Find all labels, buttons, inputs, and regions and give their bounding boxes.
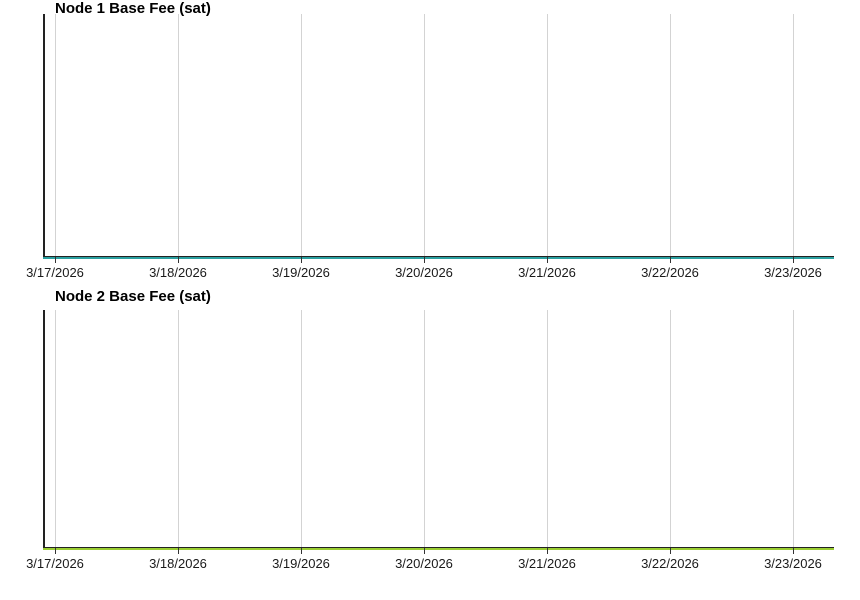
x-axis-line bbox=[43, 256, 834, 257]
vertical-gridline bbox=[547, 14, 548, 256]
x-axis-tick bbox=[178, 257, 179, 263]
plot-area: 3/17/2026 3/18/2026 3/19/2026 3/20/2026 3/21… bbox=[26, 310, 834, 571]
vertical-gridline bbox=[670, 14, 671, 256]
vertical-gridline bbox=[55, 14, 56, 256]
x-axis-tick bbox=[301, 257, 302, 263]
x-axis-label: 3/21/2026 bbox=[518, 265, 576, 280]
x-axis-label: 3/18/2026 bbox=[149, 556, 207, 571]
x-axis-tick bbox=[424, 257, 425, 263]
x-axis-tick bbox=[670, 257, 671, 263]
x-axis-tick bbox=[178, 548, 179, 554]
vertical-gridline bbox=[547, 310, 548, 547]
x-axis-label: 3/22/2026 bbox=[641, 265, 699, 280]
x-axis-tick bbox=[670, 548, 671, 554]
vertical-gridline bbox=[301, 14, 302, 256]
x-axis-label: 3/23/2026 bbox=[764, 265, 822, 280]
plot-area: 3/17/2026 3/18/2026 3/19/2026 3/20/2026 3/21… bbox=[26, 14, 834, 280]
x-axis-tick bbox=[793, 257, 794, 263]
x-axis-label: 3/23/2026 bbox=[764, 556, 822, 571]
x-axis-tick bbox=[55, 257, 56, 263]
x-axis-label: 3/22/2026 bbox=[641, 556, 699, 571]
chart-title-node1: Node 1 Base Fee (sat) bbox=[55, 0, 211, 17]
x-axis-label: 3/17/2026 bbox=[26, 265, 84, 280]
x-axis-label: 3/18/2026 bbox=[149, 265, 207, 280]
node1-base-fee-chart: Node 1 Base Fee (sat) 3/17/2026 3/18/2026… bbox=[0, 0, 860, 285]
vertical-gridline bbox=[301, 310, 302, 547]
x-axis-tick bbox=[301, 548, 302, 554]
x-axis-label: 3/20/2026 bbox=[395, 265, 453, 280]
x-axis-tick bbox=[793, 548, 794, 554]
chart-title-node2: Node 2 Base Fee (sat) bbox=[55, 288, 211, 305]
vertical-gridline bbox=[670, 310, 671, 547]
x-axis-label: 3/21/2026 bbox=[518, 556, 576, 571]
node2-base-fee-chart: Node 2 Base Fee (sat) 3/17/2026 3/18/2026… bbox=[0, 288, 860, 578]
x-axis-tick bbox=[55, 548, 56, 554]
x-axis-line bbox=[43, 547, 834, 548]
x-axis-label: 3/19/2026 bbox=[272, 265, 330, 280]
vertical-gridline bbox=[178, 310, 179, 547]
x-axis-label: 3/20/2026 bbox=[395, 556, 453, 571]
vertical-gridline bbox=[793, 14, 794, 256]
vertical-gridline bbox=[424, 14, 425, 256]
vertical-gridline bbox=[424, 310, 425, 547]
vertical-gridline bbox=[55, 310, 56, 547]
x-axis-tick bbox=[424, 548, 425, 554]
vertical-gridline bbox=[793, 310, 794, 547]
x-axis-tick bbox=[547, 548, 548, 554]
x-axis-tick bbox=[547, 257, 548, 263]
x-axis-label: 3/19/2026 bbox=[272, 556, 330, 571]
series-line-node1 bbox=[43, 257, 834, 259]
y-axis-line bbox=[43, 310, 45, 548]
series-line-node2 bbox=[43, 548, 834, 550]
x-axis-label: 3/17/2026 bbox=[26, 556, 84, 571]
vertical-gridline bbox=[178, 14, 179, 256]
y-axis-line bbox=[43, 14, 45, 257]
